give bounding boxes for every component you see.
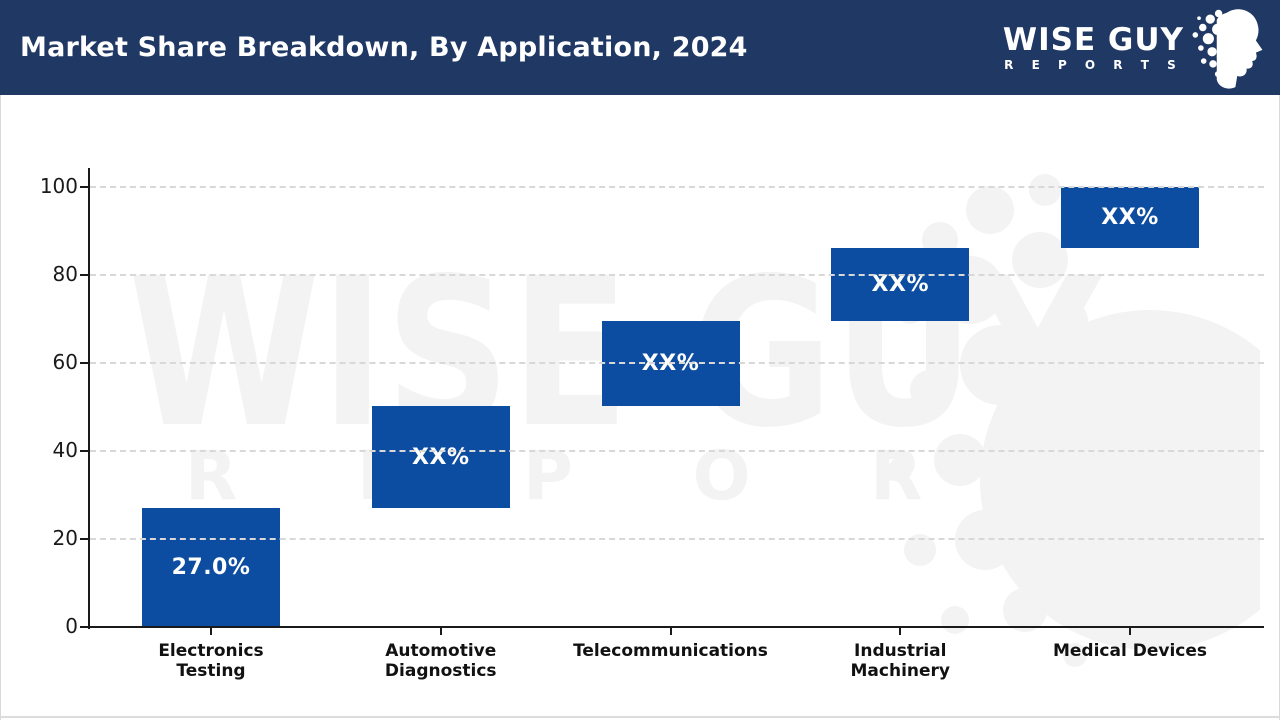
x-axis-line: [88, 626, 1264, 628]
bar-value-label-automotive-diagnostics: XX%: [412, 444, 470, 470]
y-tick-mark-0: [80, 626, 88, 628]
plot-area: 0 20 40 60 80 100 27.0% Electronics Testing XX% A…: [0, 95, 1280, 720]
y-tick-label-80: 80: [52, 262, 78, 286]
bar-value-label-electronics-testing: 27.0%: [171, 555, 251, 581]
y-tick-mark-20: [80, 538, 88, 540]
category-label-electronics-testing: Electronics Testing: [158, 641, 264, 682]
frame-bottom-line: [0, 716, 1280, 718]
x-tick-mark-electronics-testing: [210, 628, 212, 635]
category-label-industrial-machinery: Industrial Machinery: [850, 641, 951, 682]
bar-value-label-industrial-machinery: XX%: [871, 271, 929, 297]
y-tick-label-40: 40: [52, 438, 78, 462]
y-tick-label-60: 60: [52, 350, 78, 374]
gridline-60: [90, 362, 1264, 364]
header-bar: Market Share Breakdown, By Application, …: [0, 0, 1280, 95]
category-label-medical-devices: Medical Devices: [1052, 641, 1207, 661]
gridline-100: [90, 186, 1264, 188]
bar-electronics-testing: 27.0%: [142, 508, 280, 627]
x-tick-mark-medical-devices: [1129, 628, 1131, 635]
y-tick-mark-60: [80, 362, 88, 364]
category-label-telecommunications: Telecommunications: [573, 641, 768, 661]
frame-left-border: [0, 95, 1, 720]
bar-medical-devices: XX%: [1061, 187, 1199, 248]
page-title: Market Share Breakdown, By Application, …: [20, 32, 748, 63]
wiseguy-wordmark: WISE GUY: [1002, 22, 1184, 59]
brand-logo: WISE GUY R E P O R T S: [1003, 6, 1266, 90]
gridline-20: [90, 538, 1264, 540]
brand-wordmark: WISE GUY R E P O R T S: [1003, 24, 1184, 72]
y-tick-label-0: 0: [65, 614, 78, 638]
y-axis-line: [88, 168, 90, 629]
category-label-automotive-diagnostics: Automotive Diagnostics: [384, 641, 497, 682]
y-tick-label-20: 20: [52, 526, 78, 550]
x-tick-mark-industrial-machinery: [899, 628, 902, 635]
x-tick-mark-telecommunications: [669, 628, 672, 635]
bar-industrial-machinery: XX%: [831, 247, 970, 322]
reports-wordmark: R E P O R T S: [1004, 57, 1183, 72]
bar-automotive-diagnostics: XX%: [371, 406, 510, 509]
gridline-80: [90, 274, 1264, 276]
dotted-head-logo-icon: [1192, 9, 1263, 89]
y-tick-mark-80: [80, 274, 88, 276]
y-tick-label-100: 100: [39, 174, 78, 198]
gridline-40: [90, 450, 1264, 452]
bar-value-label-medical-devices: XX%: [1101, 204, 1159, 230]
y-tick-mark-40: [80, 450, 88, 452]
x-tick-mark-automotive-diagnostics: [439, 628, 442, 635]
y-tick-mark-100: [80, 186, 88, 188]
